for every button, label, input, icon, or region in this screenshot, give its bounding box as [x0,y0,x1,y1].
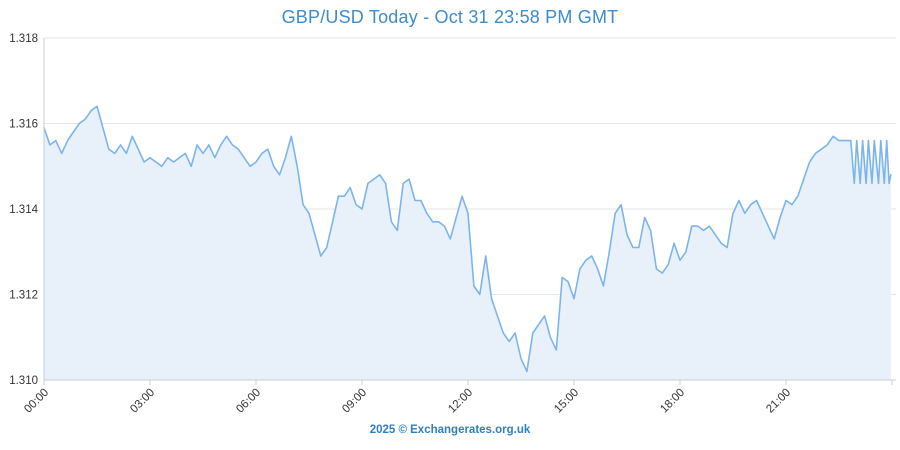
svg-text:12:00: 12:00 [446,387,475,416]
svg-text:03:00: 03:00 [128,387,157,416]
svg-text:1.310: 1.310 [9,375,38,387]
svg-text:06:00: 06:00 [234,387,263,416]
series-area [44,106,891,381]
svg-text:1.316: 1.316 [9,119,38,131]
series-line [43,105,892,373]
x-axis-labels: 00:00 03:00 06:00 09:00 12:00 15:00 18:00 21:00 [22,387,793,416]
svg-text:21:00: 21:00 [764,387,793,416]
svg-text:1.314: 1.314 [9,204,38,216]
svg-text:1.312: 1.312 [9,290,38,302]
svg-text:09:00: 09:00 [340,387,369,416]
y-axis-labels: 1.318 1.316 1.314 1.312 1.310 [9,33,38,387]
chart-title: GBP/USD Today - Oct 31 23:58 PM GMT [281,7,619,27]
svg-text:15:00: 15:00 [552,387,581,416]
x-axis-ticks [43,380,893,385]
svg-text:00:00: 00:00 [22,387,51,416]
axis-lines [43,38,896,381]
footer-credit-link[interactable]: 2025 © Exchangerates.org.uk [369,424,531,436]
svg-text:1.318: 1.318 [9,33,38,45]
svg-text:18:00: 18:00 [658,387,687,416]
